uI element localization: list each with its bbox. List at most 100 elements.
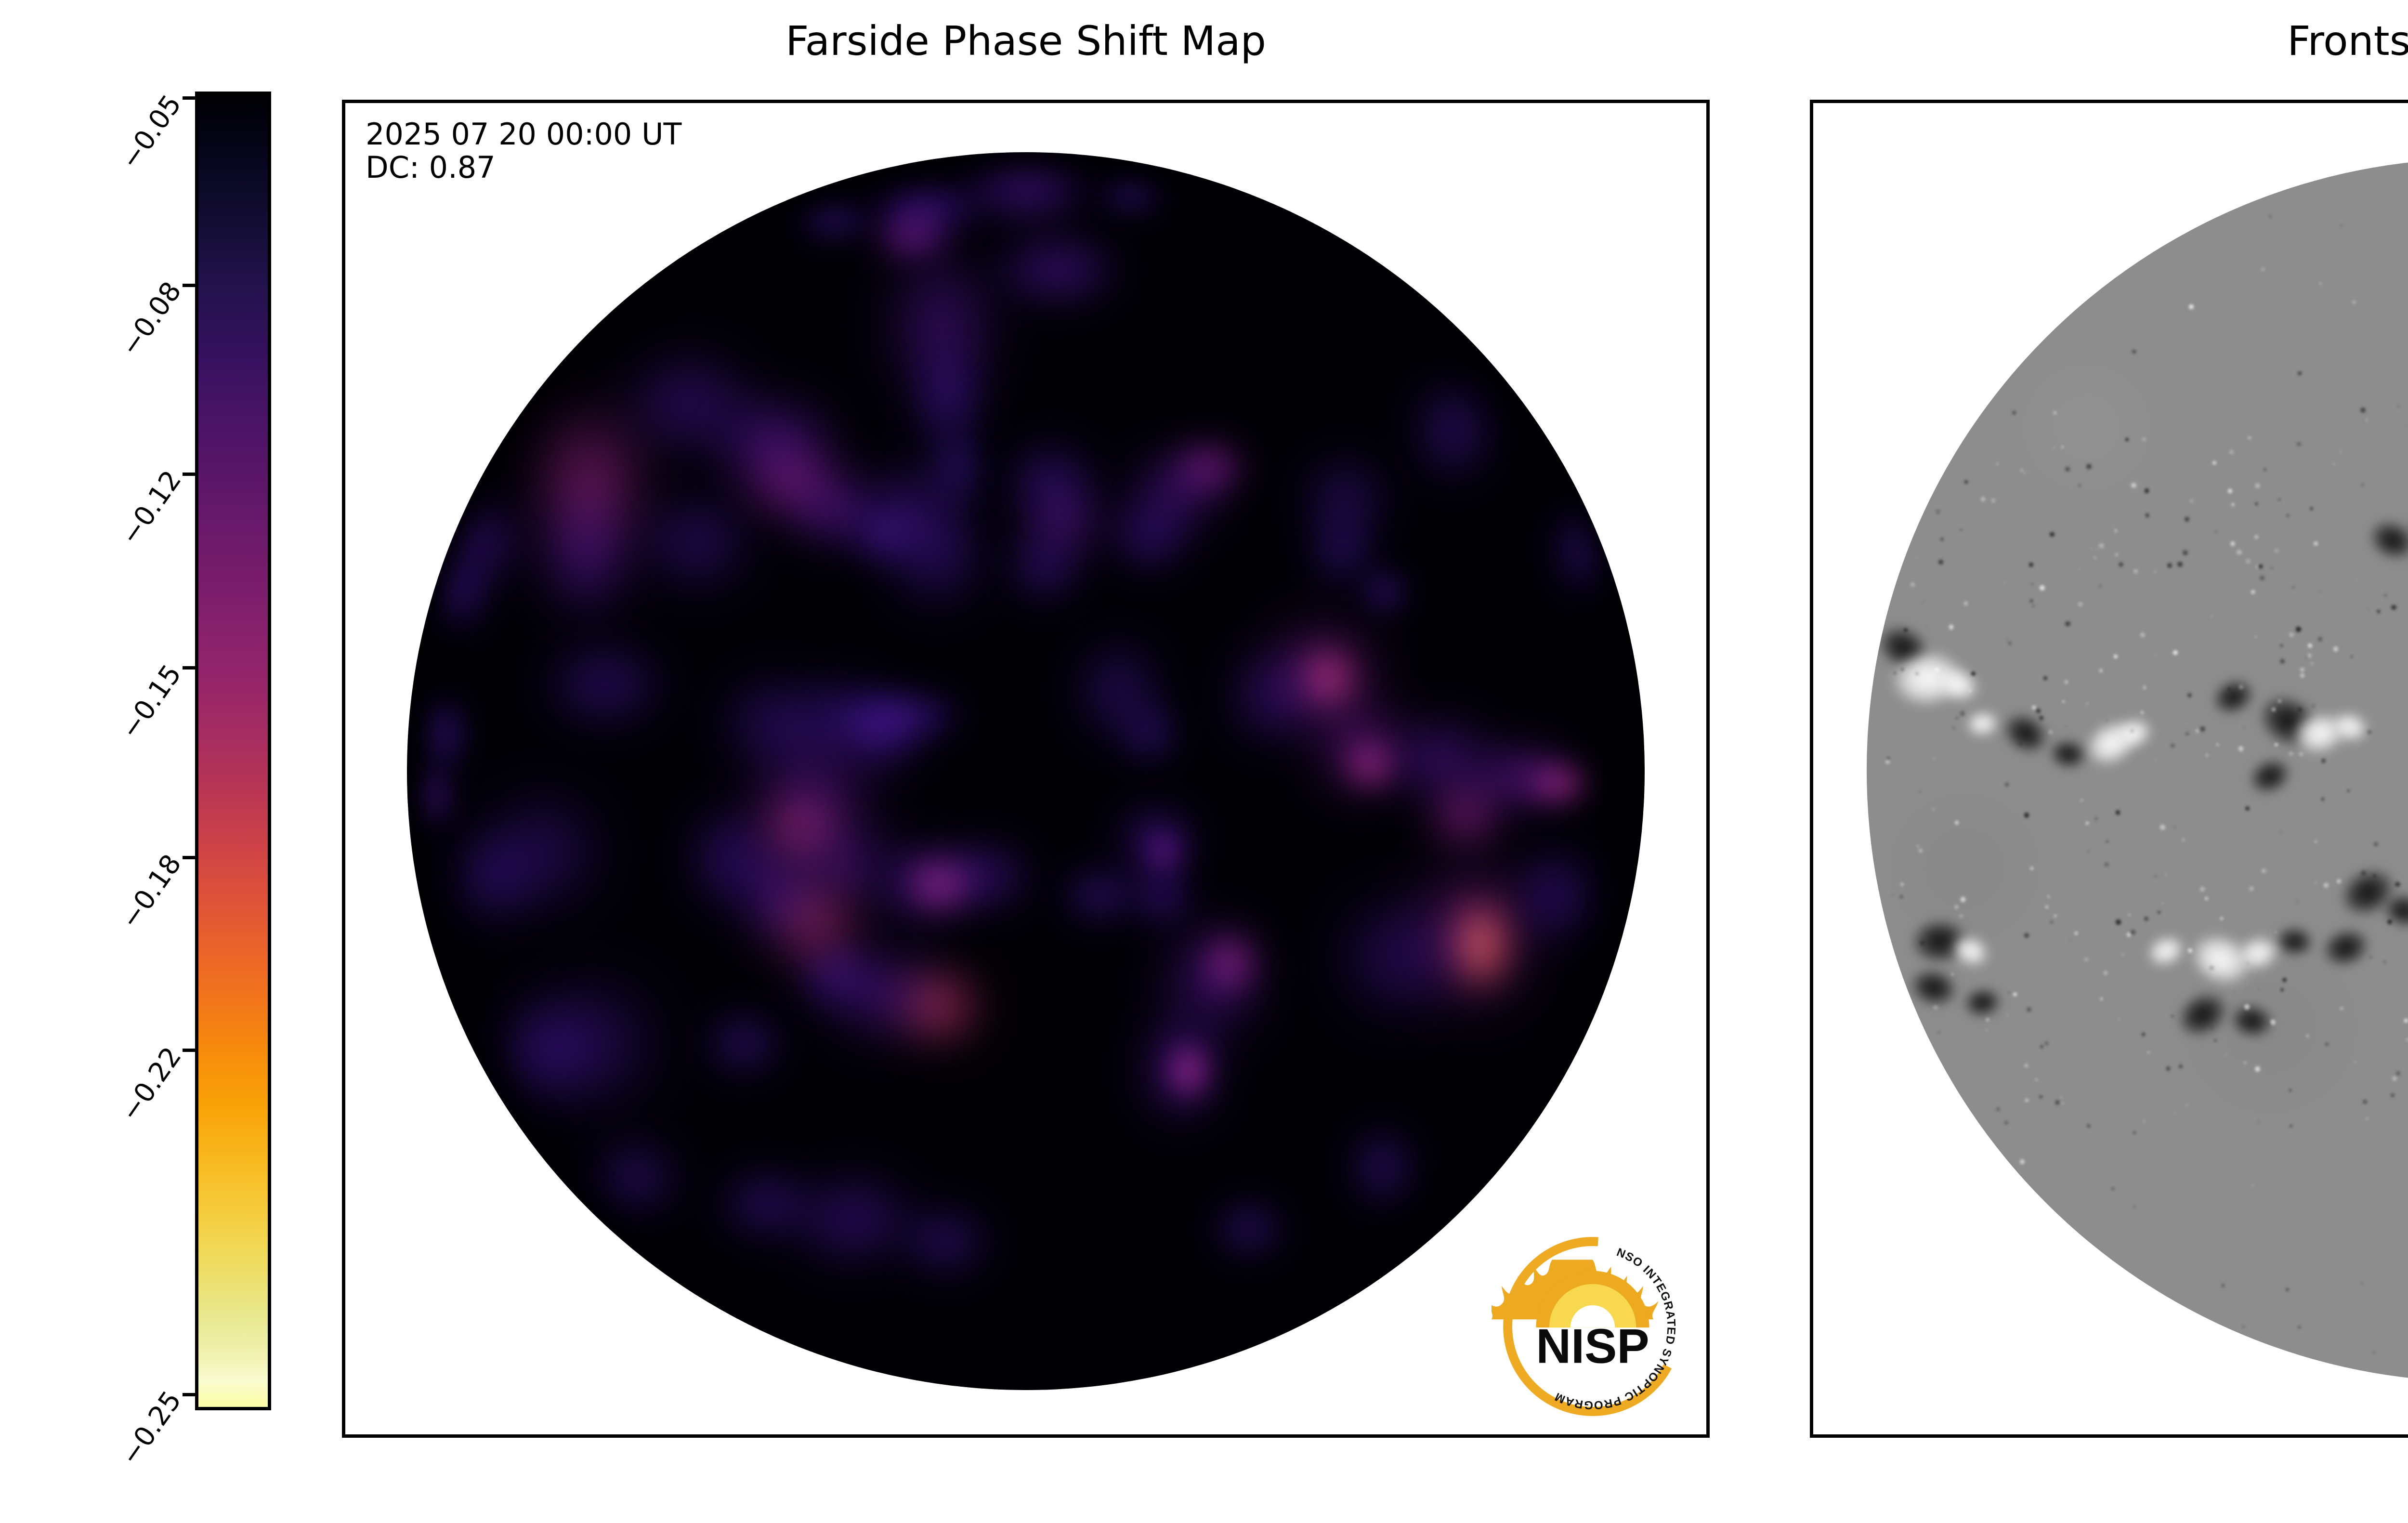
magnetogram-speckle xyxy=(2186,733,2188,735)
frontside-solar-disk xyxy=(1866,158,2408,1382)
magnetogram-speckle xyxy=(2275,548,2279,552)
magnetogram-speckle xyxy=(2177,561,2183,567)
magnetogram-speckle xyxy=(2351,656,2353,658)
magnetogram-speckle xyxy=(2340,224,2343,227)
magnetogram-speckle xyxy=(2172,650,2178,655)
magnetogram-speckle xyxy=(2259,575,2264,580)
farside-phase-feature xyxy=(506,1002,586,1097)
magnetogram-speckle xyxy=(2132,349,2136,354)
magnetogram-speckle xyxy=(2174,1112,2176,1114)
farside-phase-feature xyxy=(1144,831,1184,872)
magnetogram-speckle xyxy=(2069,939,2071,941)
magnetogram-speckle xyxy=(2289,751,2293,756)
magnetogram-active-region xyxy=(1961,985,2004,1021)
magnetogram-active-region xyxy=(1994,704,2056,763)
magnetogram-speckle xyxy=(2050,920,2054,924)
magnetogram-speckle xyxy=(2280,988,2284,992)
magnetogram-speckle xyxy=(2008,642,2012,645)
magnetogram-speckle xyxy=(2261,267,2265,272)
magnetogram-speckle xyxy=(2019,743,2022,746)
magnetogram-speckle xyxy=(2339,450,2342,452)
magnetogram-speckle xyxy=(2238,746,2244,752)
magnetogram-speckle xyxy=(2292,586,2294,589)
farside-phase-feature xyxy=(1172,440,1246,495)
magnetogram-speckle xyxy=(2246,559,2251,564)
farside-phase-feature xyxy=(1348,905,1447,1009)
magnetogram-speckle xyxy=(2212,460,2217,465)
magnetogram-speckle xyxy=(2049,730,2053,734)
magnetogram-speckle xyxy=(2340,1007,2343,1010)
magnetogram-speckle xyxy=(2199,887,2205,892)
farside-phase-feature xyxy=(544,492,629,617)
magnetogram-speckle xyxy=(2247,963,2249,964)
magnetogram-speckle xyxy=(2360,870,2366,876)
farside-phase-feature xyxy=(797,943,871,1008)
magnetogram-speckle xyxy=(2020,1159,2025,1165)
magnetogram-speckle xyxy=(2271,566,2273,569)
magnetogram-speckle xyxy=(2275,931,2277,933)
magnetogram-speckle xyxy=(1894,671,1897,674)
magnetogram-speckle xyxy=(2091,548,2092,549)
magnetogram-speckle xyxy=(2298,371,2302,375)
magnetogram-speckle xyxy=(2039,715,2043,720)
magnetogram-speckle xyxy=(2286,514,2289,517)
magnetogram-speckle xyxy=(2354,1061,2356,1063)
magnetogram-speckle xyxy=(2004,1120,2009,1125)
magnetogram-speckle xyxy=(2258,988,2259,990)
magnetogram-speckle xyxy=(2174,827,2176,828)
magnetogram-speckle xyxy=(2365,1117,2369,1120)
farside-phase-feature xyxy=(1302,648,1357,708)
magnetogram-speckle xyxy=(2228,687,2231,690)
magnetogram-speckle xyxy=(2212,1027,2213,1029)
magnetogram-speckle xyxy=(2205,753,2209,757)
colorbar-tick-label: −0.08 xyxy=(114,276,188,362)
magnetogram-speckle xyxy=(2099,585,2101,587)
farside-phase-feature xyxy=(849,690,963,740)
magnetogram-speckle xyxy=(2155,759,2157,761)
magnetogram-speckle xyxy=(2362,1099,2368,1104)
magnetogram-speckle xyxy=(2271,246,2273,248)
magnetogram-speckle xyxy=(2233,991,2235,993)
magnetogram-speckle xyxy=(2189,304,2194,309)
magnetogram-speckle xyxy=(2026,1007,2032,1012)
farside-phase-feature xyxy=(964,159,1088,219)
magnetogram-speckle xyxy=(2243,1061,2247,1065)
magnetogram-speckle xyxy=(2078,602,2082,606)
magnetogram-speckle xyxy=(2366,419,2368,421)
magnetogram-speckle xyxy=(2143,1120,2145,1123)
magnetogram-speckle xyxy=(2274,1039,2276,1041)
magnetogram-speckle xyxy=(2315,840,2317,843)
magnetogram-speckle xyxy=(2088,850,2090,853)
magnetogram-speckle xyxy=(2220,917,2224,920)
colorbar-gradient xyxy=(198,95,268,1407)
magnetogram-speckle xyxy=(2085,821,2089,825)
magnetogram-speckle xyxy=(1949,625,1954,630)
magnetogram-speckle xyxy=(2230,541,2235,546)
colorbar-tick-mark xyxy=(183,283,195,287)
colorbar-tick-mark xyxy=(183,472,195,476)
magnetogram-active-region xyxy=(2242,751,2298,801)
farside-phase-feature xyxy=(1214,1202,1283,1257)
magnetogram-speckle xyxy=(1919,790,1921,792)
magnetogram-speckle xyxy=(2044,1041,2049,1045)
magnetogram-speckle xyxy=(2086,702,2089,705)
magnetogram-active-region xyxy=(2169,983,2237,1047)
farside-phase-feature xyxy=(706,1013,781,1074)
magnetogram-speckle xyxy=(2054,447,2055,448)
magnetogram-speckle xyxy=(2114,529,2118,532)
magnetogram-speckle xyxy=(2145,513,2149,517)
magnetogram-speckle xyxy=(2061,446,2064,448)
magnetogram-speckle xyxy=(2317,637,2323,642)
magnetogram-speckle xyxy=(2182,838,2185,841)
magnetogram-speckle xyxy=(2086,463,2092,469)
magnetogram-speckle xyxy=(2337,879,2342,883)
magnetogram-speckle xyxy=(1964,480,1968,484)
magnetogram-speckle xyxy=(2094,557,2096,559)
colorbar[interactable] xyxy=(195,92,271,1410)
magnetogram-speckle xyxy=(2143,686,2146,690)
magnetogram-speckle xyxy=(2243,726,2245,728)
magnetogram-speckle xyxy=(2270,1020,2276,1025)
magnetogram-speckle xyxy=(2404,1018,2408,1023)
magnetogram-speckle xyxy=(1940,538,1944,541)
magnetogram-speckle xyxy=(2133,568,2138,574)
